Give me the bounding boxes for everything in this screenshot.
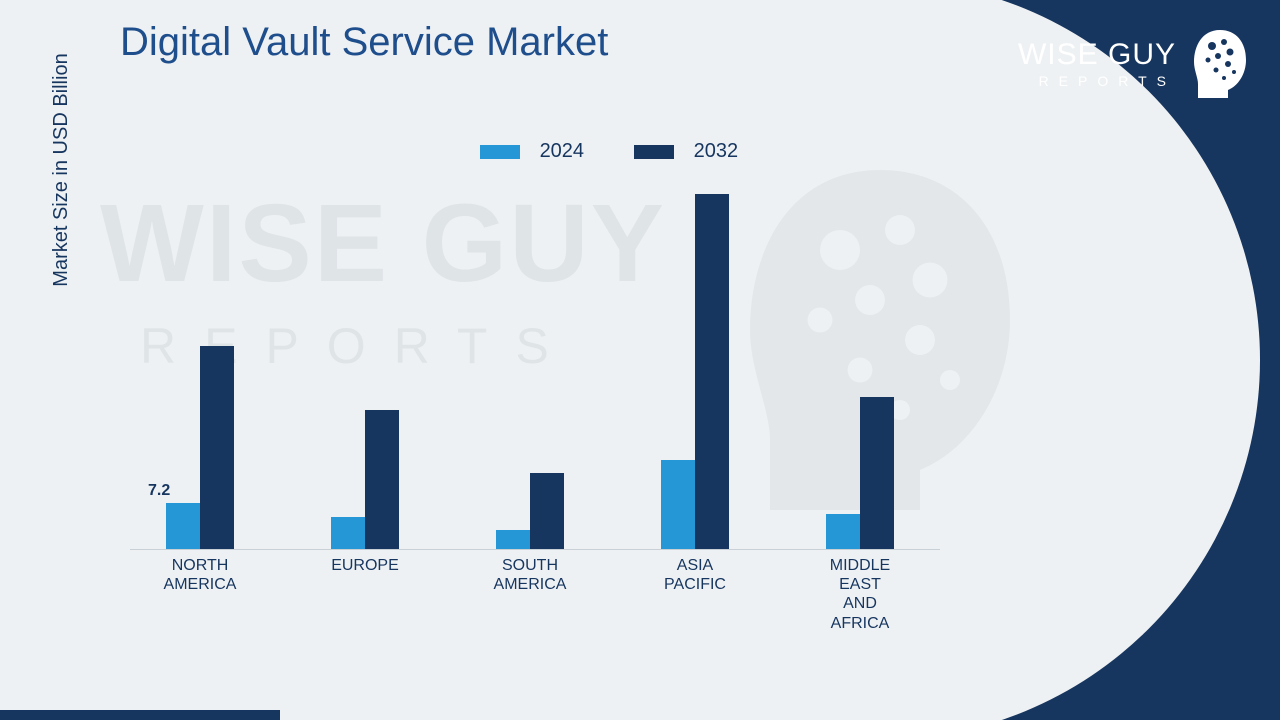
bar <box>496 530 530 549</box>
bar <box>661 460 695 549</box>
brand-line1: WISE GUY <box>1018 40 1176 70</box>
bar <box>166 503 200 549</box>
brand-head-icon <box>1190 28 1250 100</box>
legend-swatch-2024 <box>480 145 520 159</box>
bar-group <box>460 473 600 549</box>
category-label: ASIAPACIFIC <box>625 556 765 594</box>
bar <box>826 514 860 549</box>
category-label: SOUTHAMERICA <box>460 556 600 594</box>
brand-line2: REPORTS <box>1018 74 1176 88</box>
brand-logo: WISE GUY REPORTS <box>1018 28 1250 100</box>
legend-item-2024: 2024 <box>480 140 584 163</box>
bar <box>695 194 729 549</box>
chart-area: Market Size in USD Billion NORTHAMERICAE… <box>100 170 940 570</box>
bar-group <box>790 397 930 549</box>
legend-label-2024: 2024 <box>540 140 585 162</box>
chart-title: Digital Vault Service Market <box>120 20 608 65</box>
bar <box>200 346 234 549</box>
bar-group <box>295 410 435 549</box>
category-label: MIDDLEEASTANDAFRICA <box>790 556 930 633</box>
bottom-accent-bar <box>0 710 280 720</box>
bar <box>530 473 564 549</box>
value-label: 7.2 <box>148 482 170 500</box>
legend: 2024 2032 <box>480 140 738 163</box>
legend-swatch-2032 <box>634 145 674 159</box>
legend-label-2032: 2032 <box>694 140 739 162</box>
bar-group <box>625 194 765 549</box>
legend-item-2032: 2032 <box>634 140 738 163</box>
bar <box>860 397 894 549</box>
brand-logo-text: WISE GUY REPORTS <box>1018 40 1176 88</box>
y-axis-label: Market Size in USD Billion <box>50 0 73 370</box>
bar <box>365 410 399 549</box>
bar-group <box>130 346 270 549</box>
category-label: NORTHAMERICA <box>130 556 270 594</box>
bar <box>331 517 365 549</box>
category-label: EUROPE <box>295 556 435 575</box>
plot-area: NORTHAMERICAEUROPESOUTHAMERICAASIAPACIFI… <box>130 170 940 550</box>
